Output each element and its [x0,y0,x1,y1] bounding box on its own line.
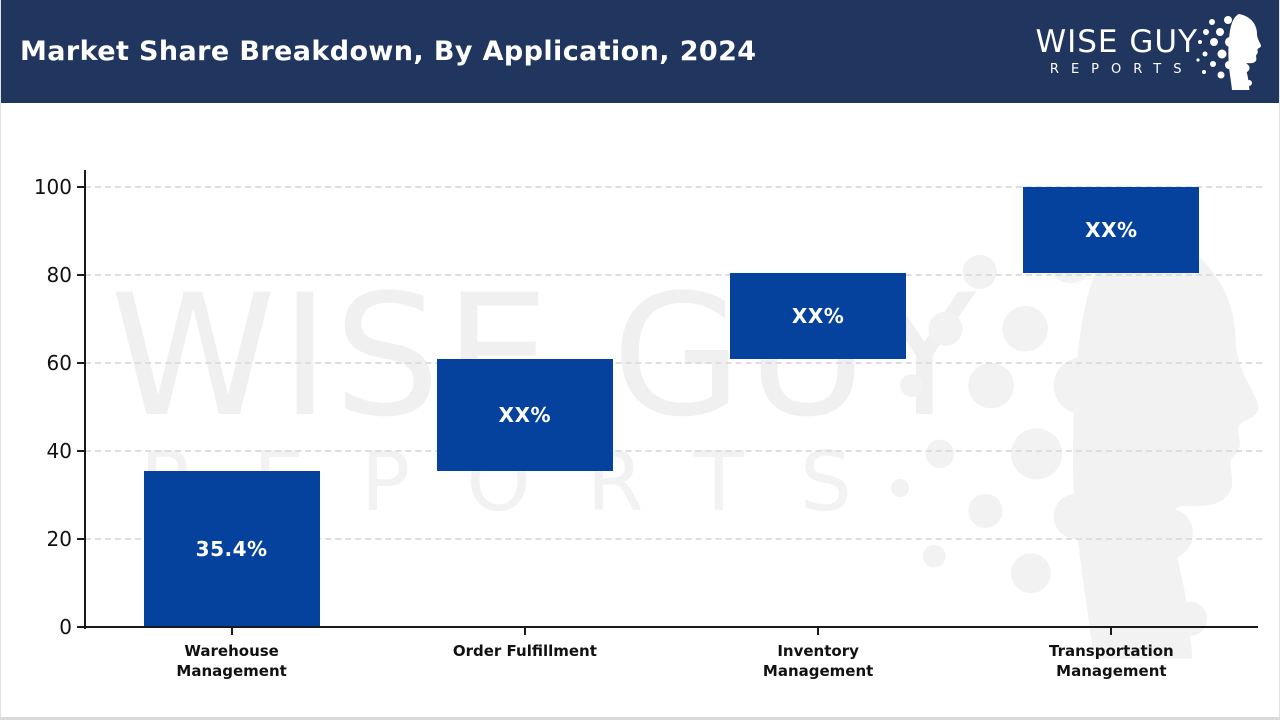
x-category-line: Management [762,662,874,680]
gridline [85,186,1262,188]
bar-value-label: 35.4% [195,537,268,562]
bar-value-label: XX% [791,304,845,329]
y-axis [84,170,86,629]
x-category-line: Management [1056,662,1167,680]
x-category-label: Inventory Management [672,641,965,681]
gridline [85,538,1262,540]
gridline [85,450,1262,452]
x-axis [84,626,1258,628]
logo-wordmark: WISE GUY [1035,24,1198,60]
x-tick [1110,627,1113,635]
x-category-line: Order Fulfillment [452,642,597,660]
x-tick [230,627,233,635]
y-tick [77,538,85,540]
bar-segment: XX% [730,272,907,360]
bar-value-label: XX% [498,403,552,428]
header: Market Share Breakdown, By Application, … [0,0,1280,103]
x-category-line: Transportation [1049,642,1174,660]
bar-segment: XX% [1023,187,1200,273]
x-tick [523,627,526,635]
y-tick-label: 100 [33,175,72,199]
y-tick [77,450,85,452]
logo-subtitle: REPORTS [1049,62,1194,77]
x-category-label: Warehouse Management [85,641,378,681]
x-category-label: Transportation Management [965,641,1258,681]
x-category-label: Order Fulfillment [378,641,671,661]
x-category-line: Inventory [777,642,859,660]
bar-segment: 35.4% [143,471,320,627]
bar-segment: XX% [436,359,613,472]
gridline [85,362,1262,364]
y-tick [77,626,85,628]
y-tick-label: 80 [46,263,72,287]
y-tick-label: 20 [46,527,72,551]
y-tick-label: 0 [59,615,72,639]
page-title: Market Share Breakdown, By Application, … [20,36,757,67]
x-category-line: Management [176,662,287,680]
y-tick [77,274,85,276]
y-tick-label: 60 [46,351,72,375]
logo-text: WISE GUY REPORTS [1035,24,1198,77]
gridline [85,274,1262,276]
y-tick-label: 40 [46,439,72,463]
wise-guy-logo: WISE GUY REPORTS [1035,11,1262,93]
y-tick [77,362,85,364]
x-category-line: Warehouse [184,642,279,660]
y-tick [77,186,85,188]
x-tick [817,627,820,635]
bar-value-label: XX% [1085,217,1138,242]
head-silhouette-icon [1192,11,1262,93]
